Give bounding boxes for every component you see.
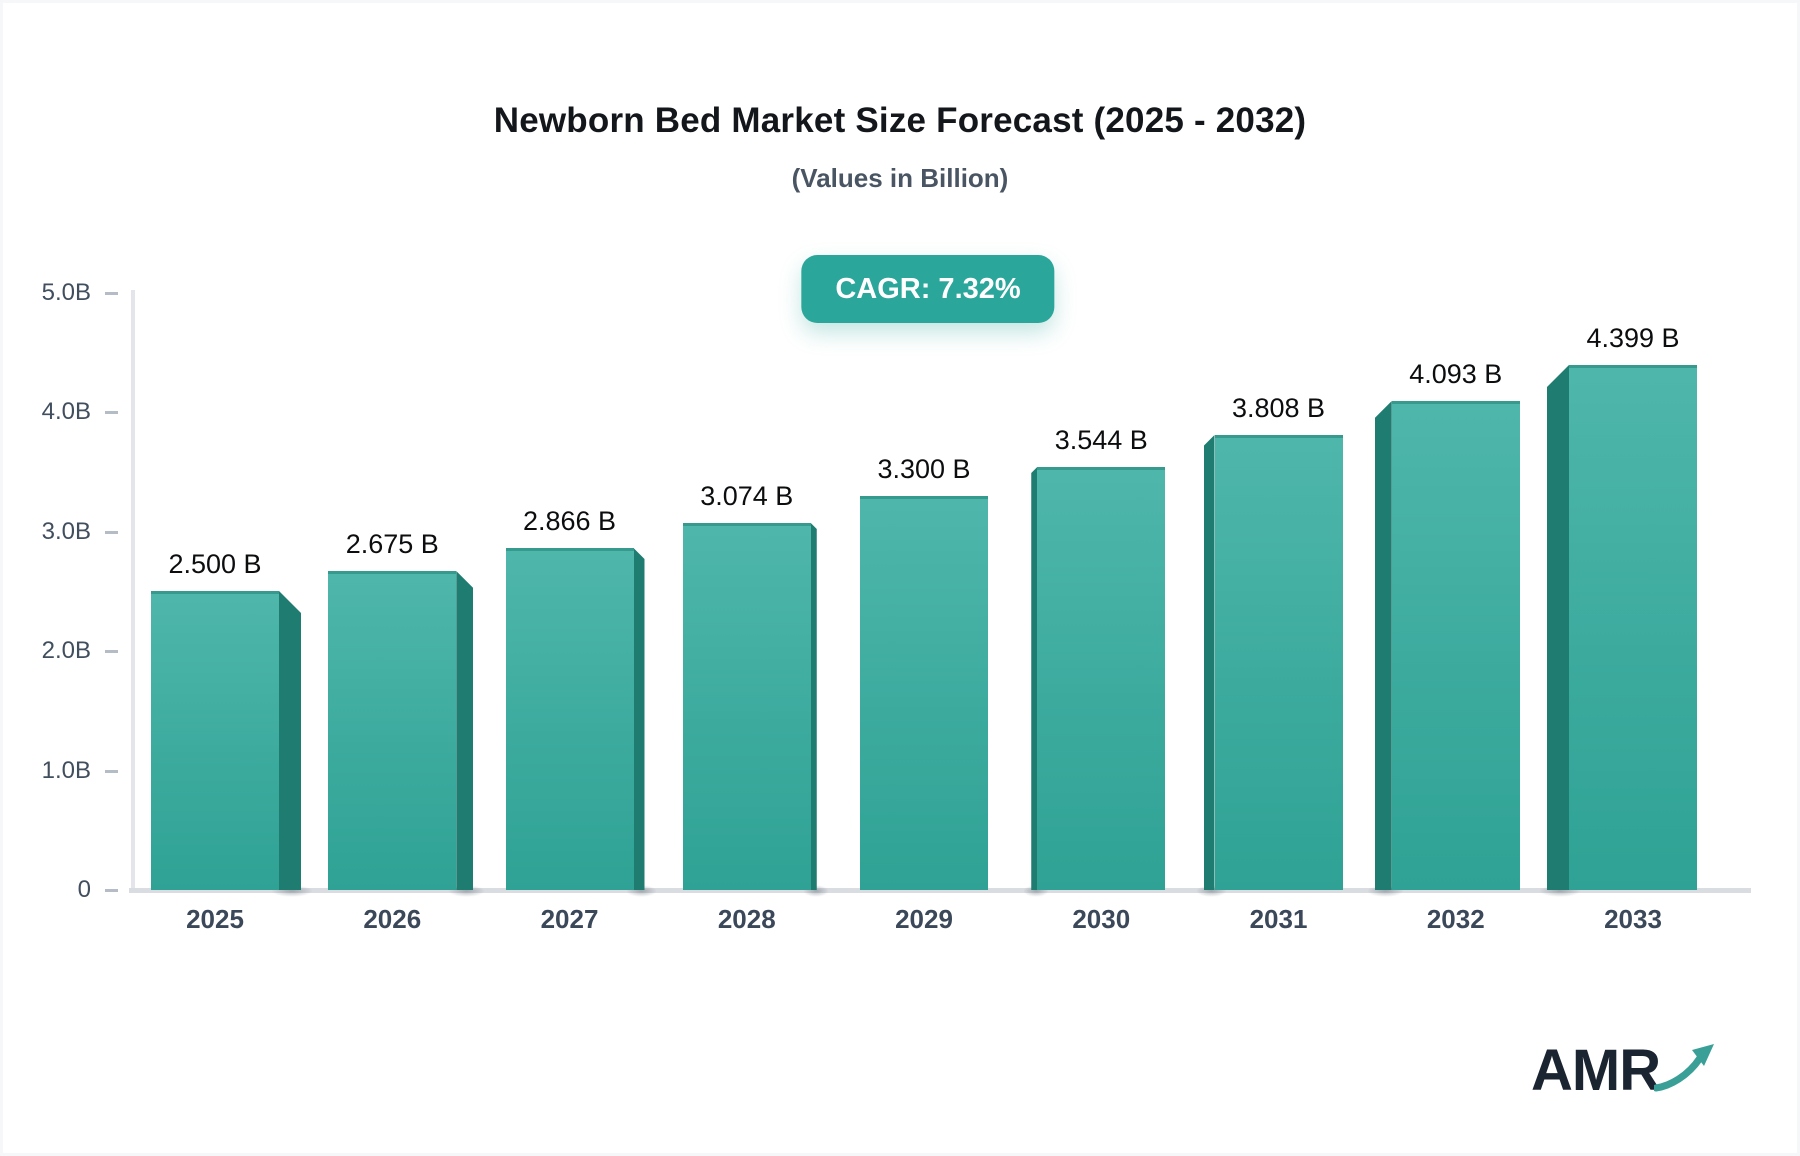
cagr-badge: CAGR: 7.32%	[801, 255, 1055, 323]
bar-side-2028	[810, 523, 817, 890]
bar-value-label-2032: 4.093 B	[1409, 359, 1503, 389]
x-axis-label-2032: 2032	[1426, 904, 1485, 934]
x-axis-label-2030: 2030	[1072, 904, 1131, 934]
bar-value-label-2031: 3.808 B	[1231, 393, 1326, 423]
y-tick-label: 2.0B	[41, 637, 91, 665]
x-axis-label-2033: 2033	[1604, 904, 1662, 934]
bar-side-2027	[633, 548, 645, 890]
bar-2029[interactable]	[860, 496, 988, 890]
bar-side-2025	[279, 591, 301, 890]
x-axis-label-2029: 2029	[895, 904, 953, 934]
y-tick-label: 1.0B	[41, 756, 91, 784]
y-tick-mark	[105, 889, 118, 892]
y-tick-mark	[105, 769, 118, 773]
bar-side-2031	[1203, 435, 1215, 890]
x-axis-label-2031: 2031	[1249, 904, 1308, 934]
bar-value-label-2029: 3.300 B	[877, 454, 971, 484]
bar-2028[interactable]	[682, 523, 811, 890]
y-tick-label: 5.0B	[41, 279, 91, 306]
bar-2026[interactable]	[328, 571, 457, 890]
chart-title: Newborn Bed Market Size Forecast (2025 -…	[493, 101, 1307, 140]
growth-arrow-icon	[1652, 1038, 1716, 1099]
x-axis-label-2026: 2026	[363, 904, 422, 934]
bar-side-2032	[1374, 401, 1392, 890]
amr-logo-text: AMR	[1531, 1038, 1661, 1103]
bar-side-2030	[1031, 467, 1038, 890]
bar-2033[interactable]	[1569, 365, 1697, 890]
bar-value-label-2030: 3.544 B	[1054, 425, 1148, 455]
bar-value-label-2026: 2.675 B	[345, 529, 439, 559]
y-tick-mark	[105, 292, 118, 295]
bar-2025[interactable]	[151, 591, 279, 890]
chart-subtitle: (Values in Billion)	[791, 163, 1009, 193]
y-axis-line	[131, 290, 135, 893]
bar-side-2026	[456, 571, 474, 890]
bar-2027[interactable]	[505, 548, 634, 890]
bar-2032[interactable]	[1391, 401, 1520, 890]
amr-logo: AMR	[1531, 1035, 1715, 1107]
bar-2031[interactable]	[1214, 435, 1343, 890]
bar-value-label-2033: 4.399 B	[1586, 323, 1680, 353]
y-tick-label: 3.0B	[41, 517, 91, 545]
x-axis-line	[129, 888, 1751, 893]
y-tick-mark	[105, 411, 118, 415]
y-tick-label: 4.0B	[41, 398, 91, 426]
bar-value-label-2025: 2.500 B	[168, 549, 262, 579]
y-tick-label: 0	[77, 876, 91, 903]
x-axis-label-2027: 2027	[540, 904, 599, 934]
bar-2030[interactable]	[1037, 467, 1166, 890]
y-tick-mark	[105, 530, 118, 534]
x-axis-label-2028: 2028	[717, 904, 776, 934]
bar-value-label-2027: 2.866 B	[522, 506, 617, 536]
y-tick-mark	[105, 650, 118, 654]
bar-value-label-2028: 3.074 B	[700, 481, 794, 511]
x-axis-label-2025: 2025	[186, 904, 244, 934]
bar-side-2033	[1547, 365, 1569, 890]
